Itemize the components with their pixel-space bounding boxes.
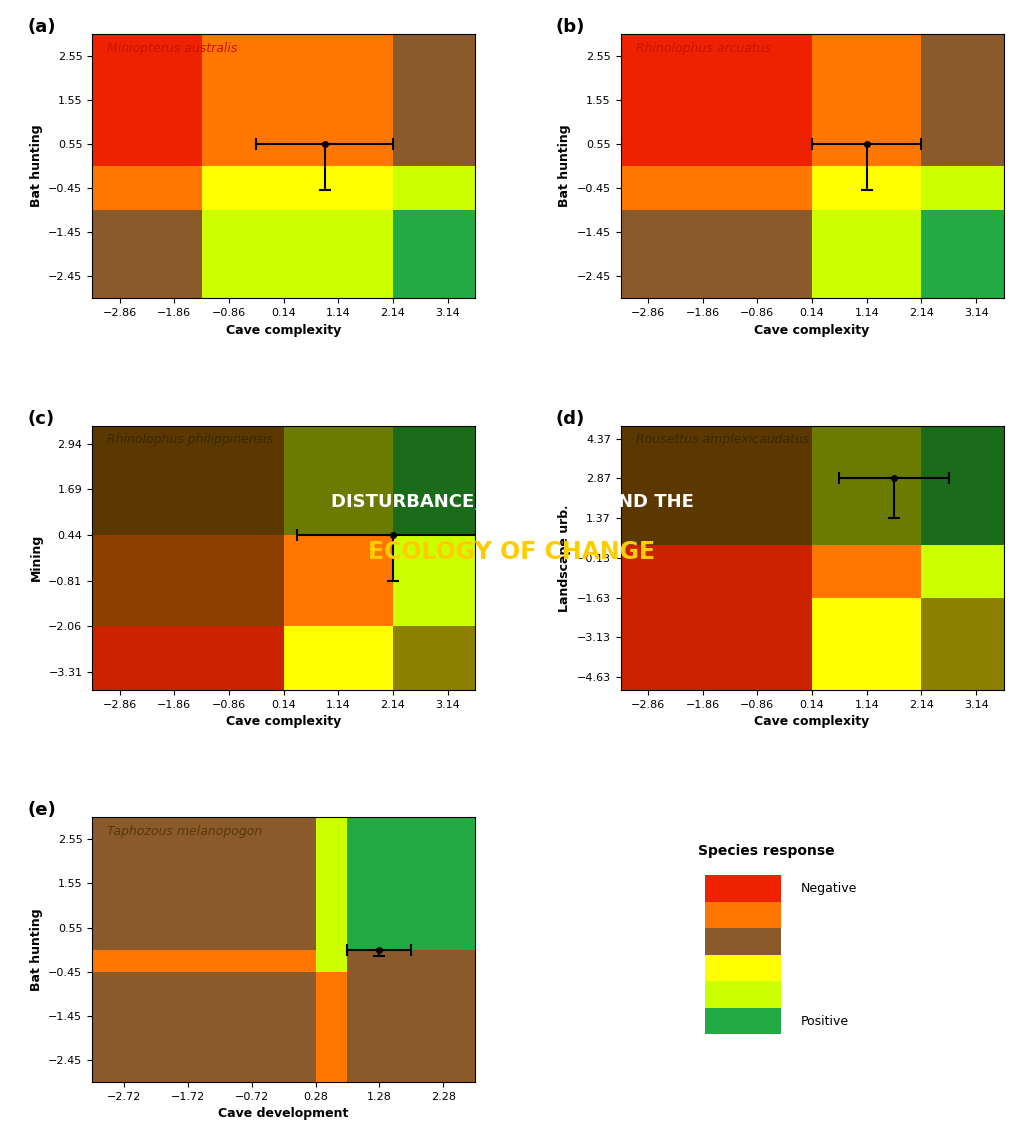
X-axis label: Cave complexity: Cave complexity [226,323,341,337]
Bar [92,950,315,971]
Bar [705,929,781,955]
Bar [812,211,922,299]
Bar [705,982,781,1008]
Bar [705,902,781,929]
Bar [284,535,393,627]
Text: Rhinolophus arcuatus: Rhinolophus arcuatus [636,42,771,55]
Text: Species response: Species response [697,844,835,858]
Bar [705,1008,781,1035]
Bar [92,535,284,627]
Bar [705,876,781,902]
Bar [92,817,315,950]
Text: (e): (e) [27,801,56,819]
Bar [393,426,475,535]
Bar [393,34,475,166]
Bar [315,950,347,971]
Bar [922,34,1004,166]
Bar [621,166,812,211]
Bar [284,627,393,690]
Text: (c): (c) [27,409,54,427]
Bar [92,166,202,211]
Text: (a): (a) [27,18,55,36]
Bar [922,211,1004,299]
Text: Rousettus amplexicaudatus: Rousettus amplexicaudatus [636,434,809,446]
Text: DISTURBANCE, DIVERSITY, AND THE: DISTURBANCE, DIVERSITY, AND THE [331,492,693,511]
Bar [202,211,393,299]
Y-axis label: Mining: Mining [30,534,43,582]
Bar [922,166,1004,211]
Bar [92,34,202,166]
X-axis label: Cave complexity: Cave complexity [755,323,869,337]
Bar [347,817,475,950]
Bar [922,597,1004,690]
Bar [922,426,1004,544]
Text: Taphozous melanopogon: Taphozous melanopogon [108,825,263,838]
Bar [347,950,475,971]
Bar [393,211,475,299]
Bar [202,166,393,211]
Y-axis label: Bat hunting: Bat hunting [558,125,571,207]
Bar [393,535,475,627]
Y-axis label: Landscape urb.: Landscape urb. [558,504,571,612]
Bar [393,627,475,690]
Y-axis label: Bat hunting: Bat hunting [30,125,43,207]
Text: Negative: Negative [801,882,857,895]
Text: (b): (b) [555,18,585,36]
Bar [315,971,347,1082]
X-axis label: Cave complexity: Cave complexity [226,716,341,728]
Bar [812,426,922,544]
Text: Miniopterus australis: Miniopterus australis [108,42,238,55]
Bar [812,166,922,211]
Bar [621,426,812,544]
Bar [812,34,922,166]
X-axis label: Cave development: Cave development [218,1107,349,1120]
X-axis label: Cave complexity: Cave complexity [755,716,869,728]
Bar [922,544,1004,597]
Bar [621,597,812,690]
Text: Rhinolophus philippinensis: Rhinolophus philippinensis [108,434,273,446]
Bar [621,544,812,597]
Bar [92,627,284,690]
Bar [202,34,393,166]
Bar [812,597,922,690]
Text: (d): (d) [555,409,585,427]
Bar [92,971,315,1082]
Bar [705,955,781,982]
Bar [347,971,475,1082]
Bar [621,34,812,166]
Bar [284,426,393,535]
Bar [393,166,475,211]
Bar [812,544,922,597]
Text: ECOLOGY OF CHANGE: ECOLOGY OF CHANGE [369,540,655,565]
Text: Positive: Positive [801,1014,849,1028]
Bar [315,817,347,950]
Bar [92,426,284,535]
Bar [621,211,812,299]
Y-axis label: Bat hunting: Bat hunting [30,908,43,991]
Bar [92,211,202,299]
